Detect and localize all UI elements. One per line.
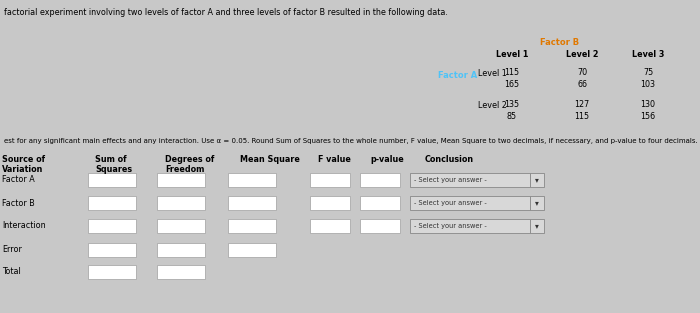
- Bar: [360, 196, 400, 210]
- Bar: [228, 243, 276, 257]
- Text: Mean Square: Mean Square: [240, 155, 300, 164]
- Bar: [410, 173, 530, 187]
- Text: Source of
Variation: Source of Variation: [2, 155, 45, 174]
- Text: Factor A: Factor A: [438, 70, 477, 80]
- Bar: [157, 243, 205, 257]
- Text: 85: 85: [507, 112, 517, 121]
- Text: - Select your answer -: - Select your answer -: [414, 223, 486, 229]
- Text: 115: 115: [505, 68, 519, 77]
- Text: 165: 165: [505, 80, 519, 89]
- Bar: [157, 196, 205, 210]
- Text: 115: 115: [575, 112, 589, 121]
- Bar: [228, 196, 276, 210]
- Bar: [88, 265, 136, 279]
- Text: 135: 135: [505, 100, 519, 109]
- Text: Factor A: Factor A: [2, 176, 35, 184]
- Text: Interaction: Interaction: [2, 222, 46, 230]
- Text: Total: Total: [2, 268, 21, 276]
- Text: - Select your answer -: - Select your answer -: [414, 177, 486, 183]
- Text: Level 2: Level 2: [478, 101, 507, 110]
- Text: Level 1: Level 1: [496, 50, 528, 59]
- Text: Level 1: Level 1: [478, 69, 507, 79]
- Text: 127: 127: [575, 100, 589, 109]
- Bar: [360, 219, 400, 233]
- Text: Level 2: Level 2: [566, 50, 598, 59]
- Text: factorial experiment involving two levels of factor A and three levels of factor: factorial experiment involving two level…: [4, 8, 448, 17]
- Bar: [157, 219, 205, 233]
- Text: p-value: p-value: [370, 155, 404, 164]
- Text: 75: 75: [643, 68, 653, 77]
- Bar: [310, 196, 350, 210]
- Bar: [157, 265, 205, 279]
- Text: 130: 130: [640, 100, 655, 109]
- Bar: [410, 196, 530, 210]
- Text: ▾: ▾: [535, 198, 539, 208]
- Text: est for any significant main effects and any interaction. Use α = 0.05. Round Su: est for any significant main effects and…: [4, 138, 698, 144]
- Text: Degrees of
Freedom: Degrees of Freedom: [165, 155, 214, 174]
- Text: ▾: ▾: [535, 222, 539, 230]
- Bar: [410, 219, 530, 233]
- Bar: [530, 196, 544, 210]
- Bar: [88, 219, 136, 233]
- Bar: [530, 173, 544, 187]
- Text: 156: 156: [640, 112, 656, 121]
- Text: Factor B: Factor B: [540, 38, 580, 47]
- Text: 103: 103: [640, 80, 655, 89]
- Bar: [157, 173, 205, 187]
- Bar: [530, 219, 544, 233]
- Bar: [310, 219, 350, 233]
- Text: F value: F value: [318, 155, 351, 164]
- Bar: [228, 173, 276, 187]
- Text: Conclusion: Conclusion: [425, 155, 474, 164]
- Text: - Select your answer -: - Select your answer -: [414, 200, 486, 206]
- Bar: [310, 173, 350, 187]
- Text: Level 3: Level 3: [632, 50, 664, 59]
- Text: 66: 66: [577, 80, 587, 89]
- Bar: [88, 173, 136, 187]
- Bar: [360, 173, 400, 187]
- Text: Factor B: Factor B: [2, 198, 35, 208]
- Bar: [88, 243, 136, 257]
- Text: Sum of
Squares: Sum of Squares: [95, 155, 132, 174]
- Text: ▾: ▾: [535, 176, 539, 184]
- Bar: [228, 219, 276, 233]
- Bar: [88, 196, 136, 210]
- Text: Error: Error: [2, 245, 22, 254]
- Text: 70: 70: [577, 68, 587, 77]
